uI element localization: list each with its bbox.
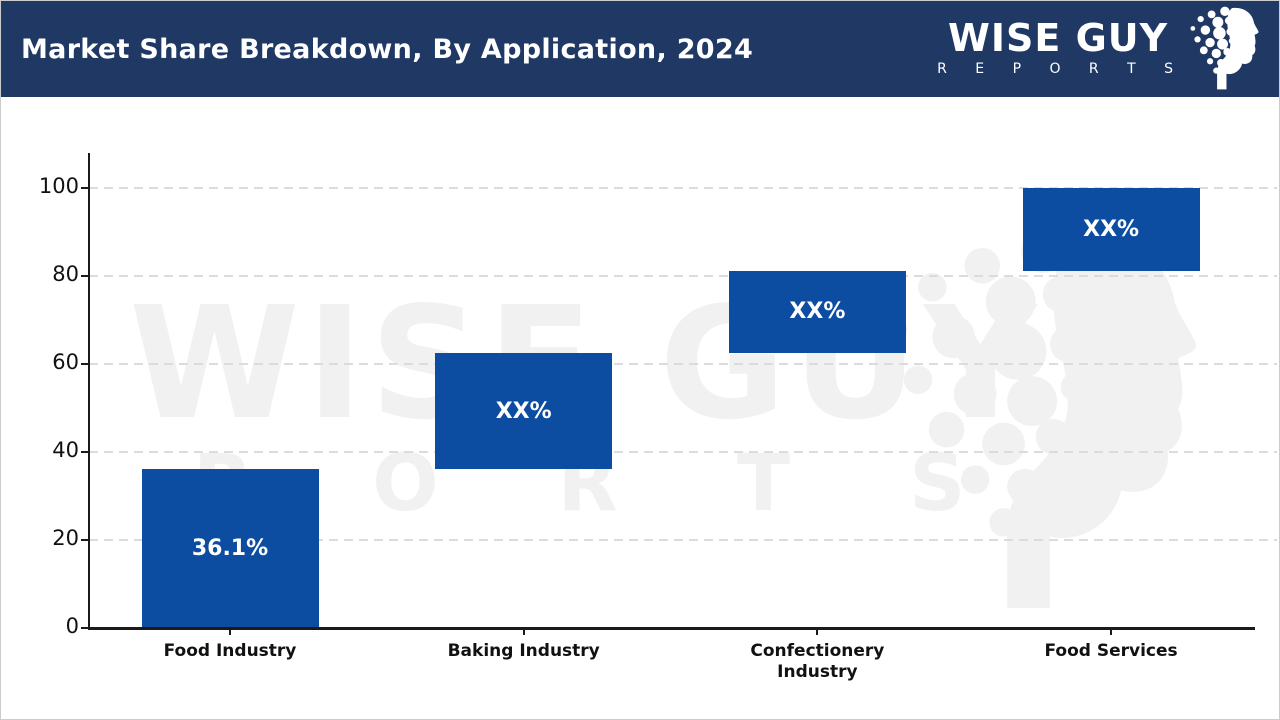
x-axis-line [88, 627, 1255, 630]
y-tick-label: 80 [52, 262, 79, 286]
gridline [89, 539, 1277, 541]
brand-logo-text: WISE GUY R E P O R T S [931, 19, 1185, 77]
y-tick-mark [81, 363, 89, 365]
y-tick-label: 40 [52, 438, 79, 462]
y-tick-mark [81, 539, 89, 541]
gridline [89, 451, 1277, 453]
x-tick-mark [816, 628, 819, 635]
y-tick-label: 60 [52, 350, 79, 374]
y-tick-label: 20 [52, 526, 79, 550]
bar-value-label: 36.1% [191, 536, 269, 562]
bar-value-label: XX% [495, 398, 552, 424]
gridline [89, 275, 1277, 277]
x-category-label: Food Industry [163, 641, 297, 661]
gridline [89, 363, 1277, 365]
x-category-label: Food Services [1044, 641, 1178, 661]
brand-logo: WISE GUY R E P O R T S [931, 5, 1267, 91]
header-bar: Market Share Breakdown, By Application, … [1, 1, 1279, 97]
y-axis-line [88, 153, 90, 630]
bar-segment: XX% [1022, 188, 1200, 271]
bar-segment: 36.1% [141, 469, 319, 628]
y-tick-label: 0 [65, 614, 79, 638]
y-tick-mark [81, 187, 89, 189]
dotted-head-icon [1190, 6, 1259, 90]
brand-subname: R E P O R T S [937, 61, 1185, 77]
bar-segment: XX% [728, 270, 906, 353]
gridline [89, 187, 1277, 189]
y-tick-mark [81, 275, 89, 277]
bar-segment: XX% [435, 353, 613, 470]
y-tick-mark [81, 627, 89, 629]
bar-value-label: XX% [1083, 216, 1140, 242]
x-tick-mark [229, 628, 231, 635]
y-tick-label: 100 [38, 174, 79, 198]
x-category-label: Confectionery Industry [750, 641, 885, 682]
bar-value-label: XX% [789, 299, 846, 325]
x-tick-mark [522, 628, 525, 635]
x-tick-mark [1110, 628, 1113, 635]
y-tick-mark [81, 451, 89, 453]
x-category-label: Baking Industry [447, 641, 600, 661]
brand-name: WISE GUY [947, 16, 1169, 60]
page-title: Market Share Breakdown, By Application, … [21, 33, 754, 65]
